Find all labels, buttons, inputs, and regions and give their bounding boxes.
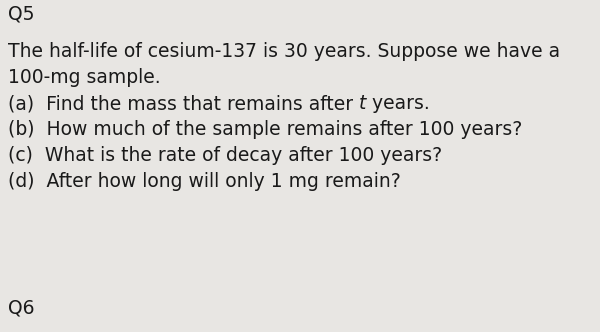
Text: (d)  After how long will only 1 mg remain?: (d) After how long will only 1 mg remain… <box>8 172 401 191</box>
Text: 100-mg sample.: 100-mg sample. <box>8 68 161 87</box>
Text: t: t <box>359 94 367 113</box>
Text: (c)  What is the rate of decay after 100 years?: (c) What is the rate of decay after 100 … <box>8 146 442 165</box>
Text: The half-life of cesium-137 is 30 years. Suppose we have a: The half-life of cesium-137 is 30 years.… <box>8 42 560 61</box>
Text: Q5: Q5 <box>8 5 35 24</box>
Text: years.: years. <box>367 94 430 113</box>
Text: (a)  Find the mass that remains after: (a) Find the mass that remains after <box>8 94 359 113</box>
Text: Q6: Q6 <box>8 298 35 317</box>
Text: (b)  How much of the sample remains after 100 years?: (b) How much of the sample remains after… <box>8 120 522 139</box>
